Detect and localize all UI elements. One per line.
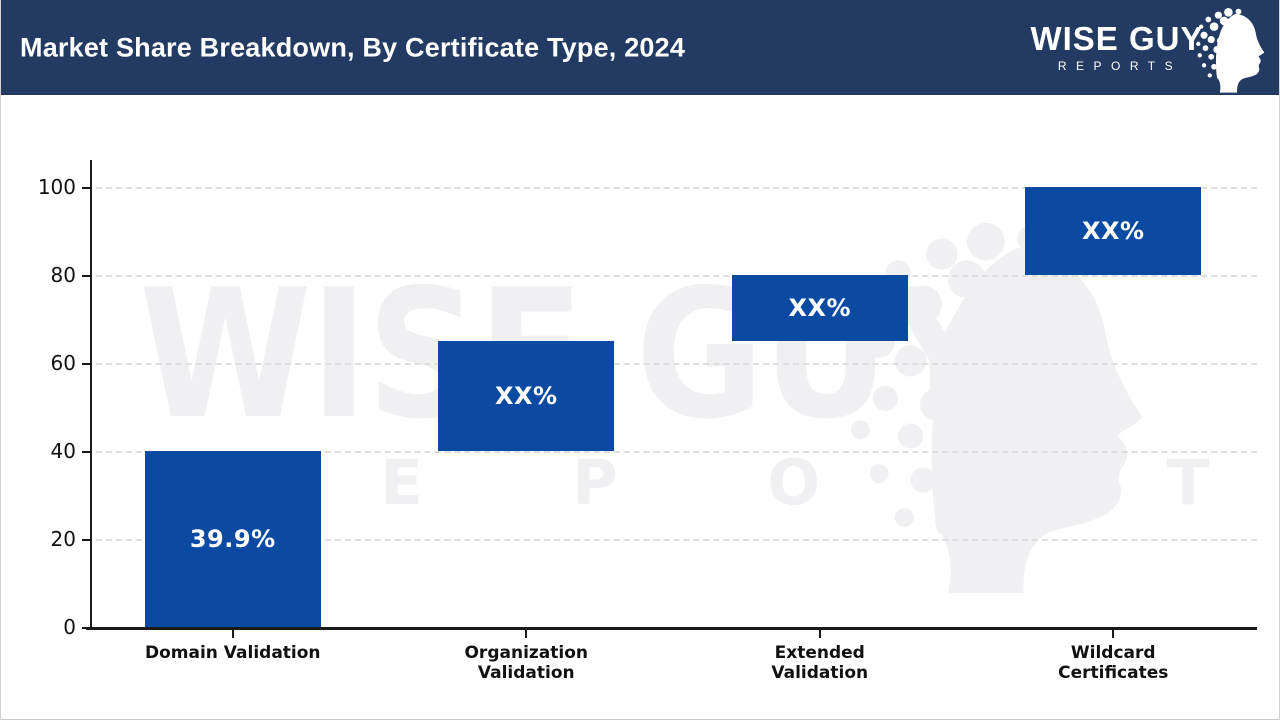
x-category-label-line: Validation — [771, 663, 869, 684]
chart-plot-area: 0 20 40 60 80 100 39.9% Domain Validation XX% Org… — [1, 95, 1279, 719]
y-tick-mark — [82, 451, 90, 453]
x-category-label: Organization Validation — [396, 643, 656, 684]
bar-value-label: XX% — [494, 382, 558, 410]
x-category-label-line: Wildcard — [1070, 643, 1156, 663]
y-tick-mark — [82, 187, 90, 189]
gridline — [86, 451, 1257, 453]
x-tick-mark — [525, 630, 528, 638]
logo-wiseguy-label: WISE GUY — [1030, 20, 1204, 57]
logo-head-icon — [1196, 8, 1265, 93]
y-tick-label: 100 — [37, 175, 76, 199]
y-tick-mark — [82, 539, 90, 541]
y-tick-label: 40 — [50, 439, 76, 463]
page-title: Market Share Breakdown, By Certificate T… — [20, 32, 686, 62]
x-category-label-line: Extended — [774, 643, 865, 663]
x-axis-line — [86, 627, 1257, 630]
bar-value-label: XX% — [788, 294, 852, 322]
gridline — [86, 275, 1257, 277]
x-category-label: Wildcard Certificates — [983, 643, 1243, 684]
header-bar: Market Share Breakdown, By Certificate T… — [1, 0, 1279, 95]
y-tick-label: 20 — [50, 527, 76, 551]
bar-segment: XX% — [731, 275, 908, 341]
bar-segment: XX% — [1025, 187, 1202, 275]
y-axis-line — [90, 160, 92, 629]
y-tick-label: 80 — [50, 263, 76, 287]
x-tick-mark — [1112, 630, 1115, 638]
x-category-label-line: Validation — [477, 663, 575, 684]
x-category-label-line: Domain Validation — [144, 643, 321, 663]
bar-segment: 39.9% — [144, 451, 321, 627]
x-tick-mark — [818, 630, 821, 638]
bar-segment: XX% — [438, 341, 615, 451]
wise-guy-logo: WISE GUY REPORTS — [1028, 6, 1268, 93]
gridline — [86, 539, 1257, 541]
logo-reports-label: REPORTS — [1057, 58, 1183, 73]
y-tick-label: 0 — [63, 615, 76, 639]
gridline — [86, 363, 1257, 365]
bar-value-label: XX% — [1081, 217, 1145, 245]
x-category-label-line: Organization — [464, 643, 588, 663]
bar-value-label: 39.9% — [189, 525, 276, 554]
x-tick-mark — [231, 630, 234, 638]
gridline — [86, 187, 1257, 189]
y-tick-label: 60 — [50, 351, 76, 375]
logo-text: WISE GUY REPORTS — [1028, 20, 1206, 73]
x-category-label-line: Certificates — [1058, 663, 1169, 684]
x-category-label: Extended Validation — [690, 643, 950, 684]
y-tick-mark — [82, 363, 90, 365]
x-category-label: Domain Validation — [103, 643, 363, 663]
y-tick-mark — [82, 627, 90, 629]
y-tick-mark — [82, 275, 90, 277]
